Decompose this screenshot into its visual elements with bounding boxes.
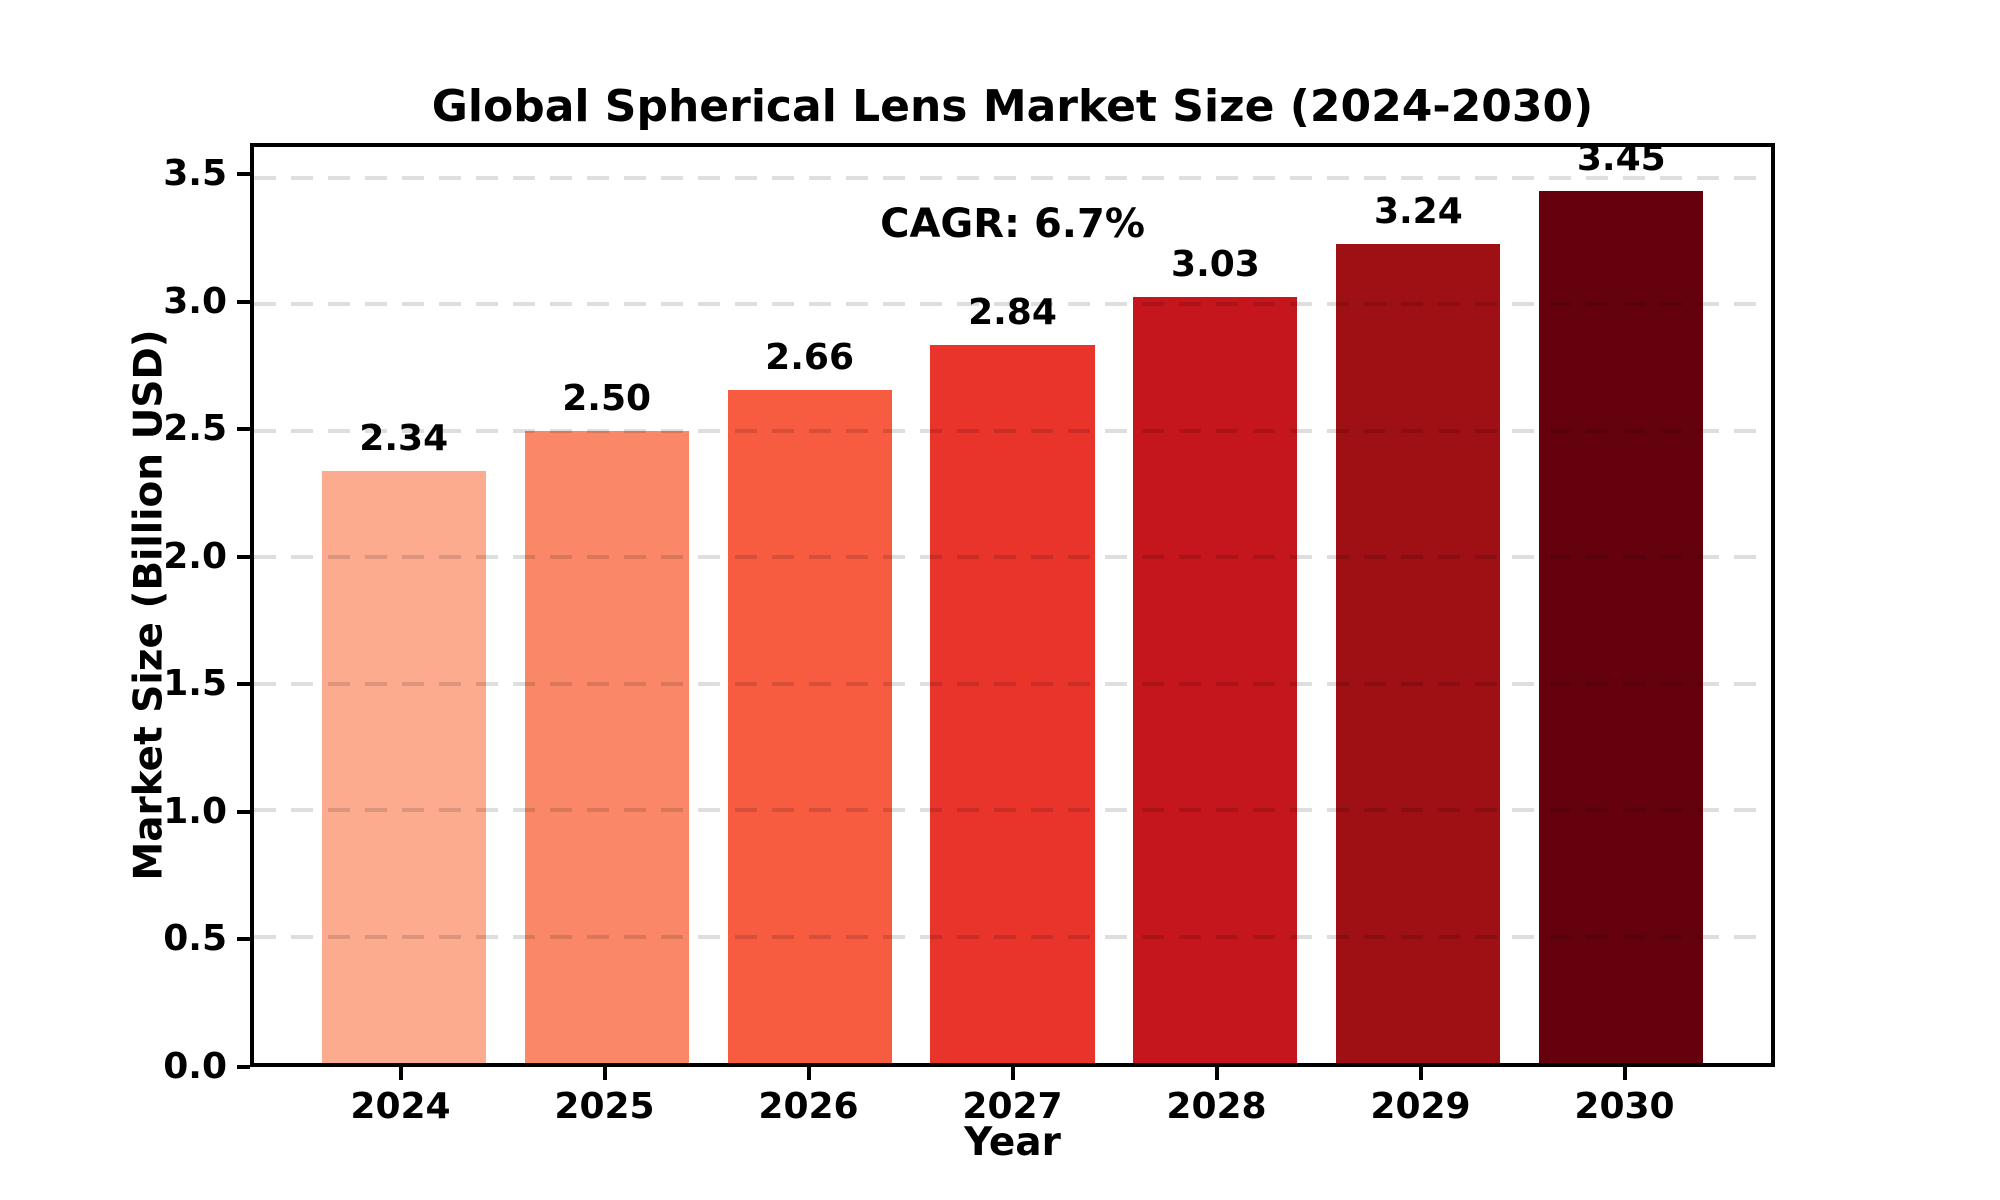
bar bbox=[1539, 190, 1704, 1063]
bar bbox=[727, 390, 892, 1063]
y-tick-label: 1.5 bbox=[163, 663, 227, 705]
chart-title: Global Spherical Lens Market Size (2024-… bbox=[431, 81, 1594, 132]
bar bbox=[930, 344, 1095, 1063]
y-tick-label: 2.5 bbox=[163, 408, 227, 450]
y-tick-label: 2.0 bbox=[163, 535, 227, 577]
x-tick-label: 2026 bbox=[758, 1086, 859, 1127]
x-tick-mark bbox=[806, 1067, 811, 1080]
y-tick-mark bbox=[237, 682, 250, 687]
y-tick-label: 3.5 bbox=[163, 153, 227, 195]
x-tick-label: 2029 bbox=[1370, 1086, 1471, 1127]
bar-value-label: 3.03 bbox=[1171, 243, 1260, 285]
y-axis-title: Market Size (Billion USD) bbox=[126, 329, 172, 881]
y-tick-mark bbox=[237, 937, 250, 942]
bar-value-label: 2.84 bbox=[968, 291, 1057, 333]
x-tick-mark bbox=[1622, 1067, 1627, 1080]
x-tick-label: 2027 bbox=[962, 1086, 1063, 1127]
x-tick-label: 2030 bbox=[1574, 1086, 1675, 1127]
y-tick-label: 0.5 bbox=[163, 918, 227, 960]
x-tick-label: 2024 bbox=[350, 1086, 451, 1127]
bar bbox=[321, 471, 486, 1063]
x-axis-title: Year bbox=[964, 1120, 1061, 1165]
y-tick-mark bbox=[237, 427, 250, 432]
y-tick-label: 3.0 bbox=[163, 280, 227, 322]
bar bbox=[524, 430, 689, 1063]
y-tick-label: 1.0 bbox=[163, 790, 227, 832]
x-tick-mark bbox=[398, 1067, 403, 1080]
y-axis: 0.0 0.5 1.0 1.5 2.0 2.5 3.0 3.5 bbox=[0, 143, 250, 1085]
x-tick-label: 2028 bbox=[1166, 1086, 1267, 1127]
bar-value-label: 2.50 bbox=[562, 377, 652, 419]
x-tick-label: 2025 bbox=[554, 1086, 655, 1127]
x-tick-mark bbox=[602, 1067, 607, 1080]
x-tick-mark bbox=[1214, 1067, 1219, 1080]
gridline bbox=[254, 175, 1771, 180]
y-tick-mark bbox=[237, 299, 250, 304]
x-tick-mark bbox=[1010, 1067, 1015, 1080]
y-tick-mark bbox=[237, 172, 250, 177]
bar-value-label: 3.45 bbox=[1576, 137, 1666, 179]
bar bbox=[1336, 243, 1501, 1063]
bar-value-label: 2.66 bbox=[765, 337, 854, 379]
y-tick-label: 0.0 bbox=[163, 1046, 227, 1087]
cagr-annotation: CAGR: 6.7% bbox=[880, 201, 1145, 247]
x-axis: 2024 2025 2026 2027 2028 2029 2030 bbox=[250, 1067, 1775, 1147]
y-tick-mark bbox=[237, 809, 250, 814]
plot-area: 2.34 2.50 2.66 2.84 3.03 3.24 3.45 CAGR: 6.7% bbox=[250, 137, 1775, 1067]
bar bbox=[1133, 296, 1298, 1063]
bar-value-label: 2.34 bbox=[359, 418, 449, 460]
y-tick-mark bbox=[237, 554, 250, 559]
y-tick-mark bbox=[237, 1065, 250, 1069]
x-tick-mark bbox=[1418, 1067, 1423, 1080]
bar-value-label: 3.24 bbox=[1373, 190, 1463, 232]
